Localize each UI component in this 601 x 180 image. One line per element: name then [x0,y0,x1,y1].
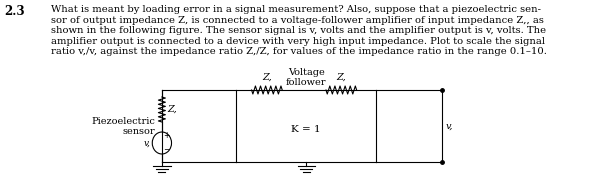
Text: 2.3: 2.3 [4,5,25,18]
Text: amplifier output is connected to a device with very high input impedance. Plot t: amplifier output is connected to a devic… [50,37,545,46]
Text: v,: v, [144,138,150,147]
Text: What is meant by loading error in a signal measurement? Also, suppose that a pie: What is meant by loading error in a sign… [50,5,541,14]
Text: Z,: Z, [262,73,272,82]
Text: Z,: Z, [337,73,346,82]
Text: −: − [163,145,169,154]
Text: ratio v,/v, against the impedance ratio Z,/Z, for values of the impedance ratio : ratio v,/v, against the impedance ratio … [50,47,547,56]
Text: Z,: Z, [167,105,177,114]
Text: sor of output impedance Z, is connected to a voltage-follower amplifier of input: sor of output impedance Z, is connected … [50,15,544,24]
Text: Voltage
follower: Voltage follower [286,68,326,87]
Text: sensor: sensor [122,127,155,136]
Text: v,: v, [445,122,453,130]
Text: K = 1: K = 1 [291,125,321,134]
Text: Piezoelectric: Piezoelectric [91,116,155,125]
Text: +: + [163,132,169,141]
Text: shown in the following figure. The sensor signal is v, volts and the amplifier o: shown in the following figure. The senso… [50,26,546,35]
